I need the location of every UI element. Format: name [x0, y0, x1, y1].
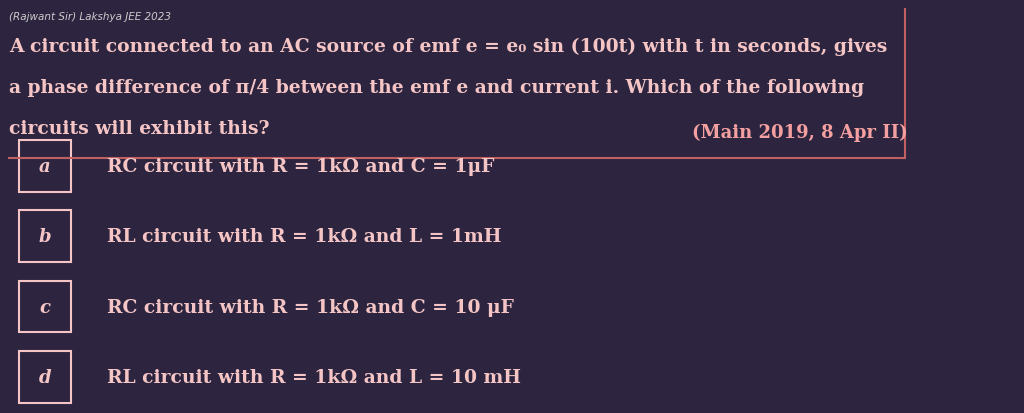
Text: RL circuit with R = 1kΩ and L = 10 mH: RL circuit with R = 1kΩ and L = 10 mH — [108, 368, 521, 386]
Text: b: b — [38, 228, 51, 246]
Text: (Main 2019, 8 Apr II): (Main 2019, 8 Apr II) — [692, 124, 908, 142]
Text: a: a — [39, 157, 50, 176]
Text: d: d — [38, 368, 51, 386]
Text: a phase difference of π/4 between the emf e and current i. Which of the followin: a phase difference of π/4 between the em… — [9, 78, 864, 96]
Text: (Rajwant Sir) Lakshya JEE 2023: (Rajwant Sir) Lakshya JEE 2023 — [9, 12, 171, 22]
Text: A circuit connected to an AC source of emf e = e₀ sin (100t) with t in seconds, : A circuit connected to an AC source of e… — [9, 37, 888, 55]
Text: RC circuit with R = 1kΩ and C = 1μF: RC circuit with R = 1kΩ and C = 1μF — [108, 157, 495, 176]
Text: circuits will exhibit this?: circuits will exhibit this? — [9, 120, 269, 138]
Text: RC circuit with R = 1kΩ and C = 10 μF: RC circuit with R = 1kΩ and C = 10 μF — [108, 298, 514, 316]
Text: RL circuit with R = 1kΩ and L = 1mH: RL circuit with R = 1kΩ and L = 1mH — [108, 228, 502, 246]
Text: c: c — [39, 298, 50, 316]
